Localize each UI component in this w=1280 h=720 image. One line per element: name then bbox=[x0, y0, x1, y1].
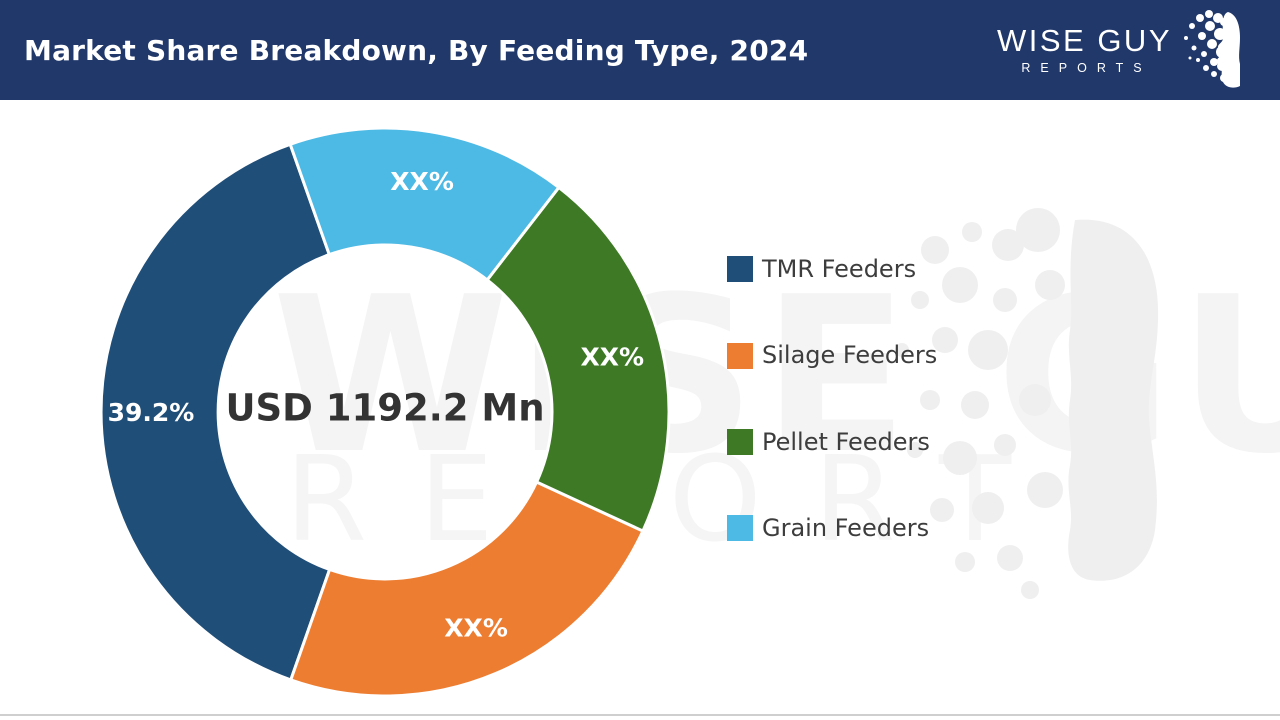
header: Market Share Breakdown, By Feeding Type,… bbox=[0, 0, 1280, 100]
legend-label: Pellet Feeders bbox=[762, 427, 930, 456]
segment-percentage-label: XX% bbox=[444, 614, 508, 643]
legend-swatch-icon bbox=[727, 342, 753, 369]
segment-percentage-label: XX% bbox=[390, 167, 454, 196]
chart-center-value: USD 1192.2 Mn bbox=[225, 386, 545, 430]
wiseguy-logo: WISE GUY REPORTS bbox=[997, 8, 1252, 92]
legend-item-pellet-feeders: Pellet Feeders bbox=[727, 427, 937, 456]
legend-item-silage-feeders: Silage Feeders bbox=[727, 341, 938, 370]
legend-item-grain-feeders: Grain Feeders bbox=[727, 514, 937, 543]
wiseguy-logo-face-icon bbox=[1184, 10, 1240, 88]
legend-item-tmr-feeders: TMR Feeders bbox=[727, 256, 937, 282]
page-title: Market Share Breakdown, By Feeding Type,… bbox=[24, 33, 809, 67]
donut-segment-silage-feeders bbox=[289, 480, 645, 698]
watermark-face-dots bbox=[895, 208, 1159, 599]
segment-percentage-label: 39.2% bbox=[108, 398, 195, 427]
donut-segment-grain-feeders bbox=[288, 126, 561, 282]
segment-percentage-label: XX% bbox=[580, 342, 644, 371]
legend-label: Grain Feeders bbox=[762, 514, 930, 543]
legend-swatch-icon bbox=[727, 256, 753, 283]
logo-wordmark: WISE GUY bbox=[996, 23, 1172, 59]
legend-label: Silage Feeders bbox=[762, 341, 938, 370]
bottom-divider bbox=[0, 714, 1280, 716]
legend-swatch-icon bbox=[727, 515, 753, 542]
donut-segment-pellet-feeders bbox=[485, 185, 671, 533]
donut-segment-tmr-feeders bbox=[99, 142, 332, 682]
legend-label: TMR Feeders bbox=[762, 255, 917, 283]
chart-legend: TMR Feeders Silage Feeders Pellet Feeders G… bbox=[727, 256, 937, 542]
legend-swatch-icon bbox=[727, 428, 753, 455]
logo-subtitle: REPORTS bbox=[1021, 60, 1152, 75]
